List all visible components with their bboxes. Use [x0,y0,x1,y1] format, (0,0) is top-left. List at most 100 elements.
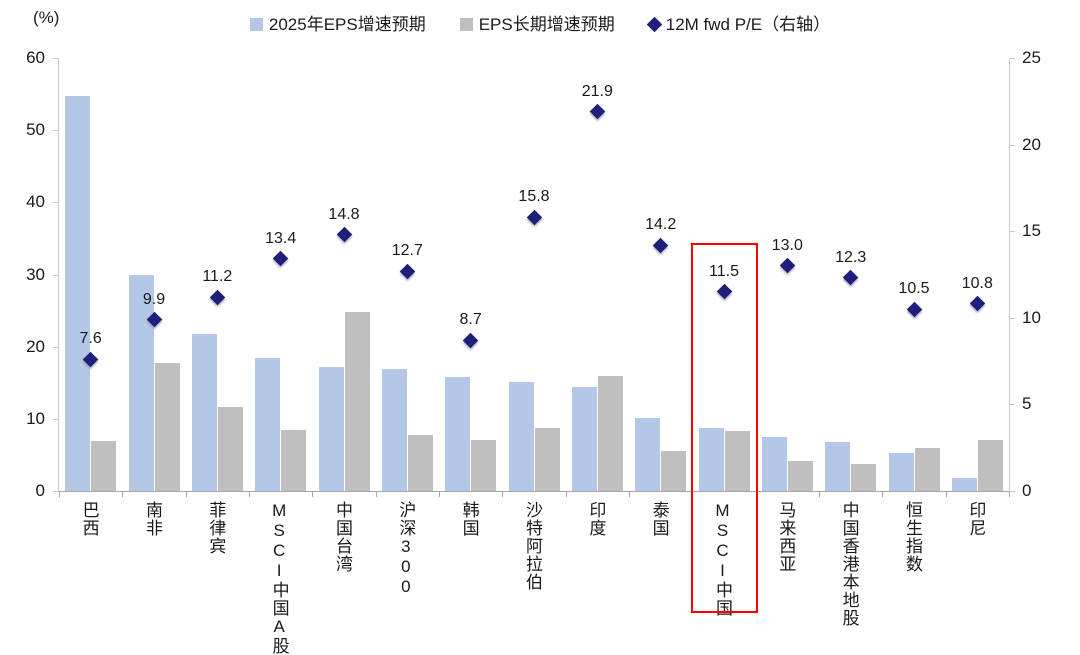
bar-eps-longterm [91,441,117,491]
bar-eps-longterm [471,440,497,491]
y-axis-left-tick [53,491,59,492]
bar-eps-longterm [281,429,307,491]
y-axis-right-tick [1009,404,1015,405]
x-axis-tick [122,492,123,497]
pe-data-label: 14.2 [645,216,677,234]
x-axis-line [58,491,1010,492]
y-axis-right-tick-label: 10 [1022,307,1041,327]
bar-eps-2025 [698,428,724,491]
x-axis-label-7: 沙特阿拉伯 [523,501,542,591]
x-axis-label-3: MSCI中国A股 [269,501,289,655]
bar-eps-longterm [597,375,623,491]
pe-data-label: 11.2 [202,268,233,286]
y-axis-right-tick-label: 25 [1022,48,1041,67]
x-axis-tick [882,492,883,497]
x-axis-label-4: 中国台湾 [333,501,352,573]
y-axis-right-tick-label: 5 [1022,394,1032,414]
x-axis-tick [312,492,313,497]
x-axis-label-2: 菲律宾 [206,501,226,555]
x-axis-label-10: MSCI中国 [713,501,732,617]
y-axis-left-tick-label: 0 [35,481,45,500]
bar-eps-2025 [888,452,914,491]
y-axis-left-tick [53,347,59,348]
y-axis-right-tick-label: 15 [1022,221,1041,241]
pe-data-label: 7.6 [79,330,102,348]
x-axis-tick [756,492,757,497]
x-axis-label-1: 南非 [143,501,162,537]
y-axis-left-tick-label: 40 [26,192,45,212]
bar-eps-2025 [825,441,851,491]
pe-data-label: 14.8 [328,205,360,223]
bar-eps-2025 [761,436,787,491]
legend-item-label: EPS长期增速预期 [478,15,615,34]
y-axis-right-tick-label: 0 [1022,481,1032,500]
bar-eps-longterm [914,448,940,491]
bar-eps-longterm [661,450,687,491]
bar-eps-longterm [217,407,243,491]
x-axis-tick [249,492,250,497]
pe-data-label: 13.0 [771,236,803,254]
bar-eps-longterm [724,431,750,491]
bar-eps-longterm [787,461,813,491]
y-axis-right-tick [1009,318,1015,319]
legend-eps-2025[interactable]: 2025年EPS增速预期 [249,16,426,33]
bar-eps-2025 [381,369,407,491]
bar-eps-2025 [445,376,471,491]
x-axis-tick [692,492,693,497]
y-axis-right-tick [1009,58,1015,59]
y-axis-left-tick-label: 10 [26,408,45,428]
y-axis-left-tick-label: 30 [26,264,45,284]
bar-eps-2025 [255,357,281,491]
bar-eps-longterm [407,435,433,491]
x-axis-tick [819,492,820,497]
y-axis-unit-label: (%) [33,8,60,27]
y-axis-left-tick-label: 60 [26,48,45,67]
bar-eps-2025 [65,96,91,491]
x-axis-label-0: 巴西 [79,501,99,537]
x-axis-label-14: 印尼 [966,501,986,537]
y-axis-left-tick-label: 20 [26,336,45,356]
y-axis-left-tick [53,130,59,131]
x-axis-tick [566,492,567,497]
y-axis-right-tick [1009,231,1015,232]
bar-eps-2025 [571,387,597,491]
legend-square-icon [249,18,263,31]
x-axis-tick [502,492,503,497]
bar-eps-2025 [191,333,217,491]
x-axis-label-12: 中国香港本地股 [839,501,859,627]
y-axis-right-tick-label: 20 [1022,134,1041,154]
y-axis-left-tick [53,58,59,59]
bar-eps-longterm [534,428,560,491]
pe-data-label: 9.9 [142,290,166,308]
y-axis-left-tick [53,275,59,276]
legend-eps-longterm[interactable]: EPS长期增速预期 [459,15,615,34]
x-axis-tick [59,492,60,497]
pe-data-label: 12.7 [391,242,423,260]
legend-diamond-icon [646,16,663,33]
bar-eps-longterm [344,312,370,491]
y-axis-right-tick [1009,491,1015,492]
x-axis-tick [376,492,377,497]
legend-item-label: 12M fwd P/E（右轴） [665,15,831,34]
y-axis-left-tick [53,419,59,420]
pe-data-label: 21.9 [581,82,613,100]
bar-eps-2025 [318,366,344,491]
y-axis-right-line [1009,58,1010,492]
legend-square-icon [459,18,473,31]
y-axis-left-tick [53,202,59,203]
y-axis-left-tick-label: 50 [26,120,45,140]
x-axis-tick [1009,492,1010,497]
bar-eps-2025 [508,382,534,491]
bar-eps-longterm [154,363,180,491]
x-axis-tick [186,492,187,497]
bar-eps-2025 [635,418,661,491]
legend-pe-12m-fwd[interactable]: 12M fwd P/E（右轴） [646,15,831,34]
pe-data-label: 10.8 [961,274,993,292]
x-axis-label-5: 沪深300 [396,501,416,597]
x-axis-tick [629,492,630,497]
x-axis-label-11: 马来西亚 [776,501,796,573]
x-axis-label-13: 恒生指数 [903,501,922,573]
pe-data-label: 15.8 [518,188,550,206]
x-axis-tick [439,492,440,497]
